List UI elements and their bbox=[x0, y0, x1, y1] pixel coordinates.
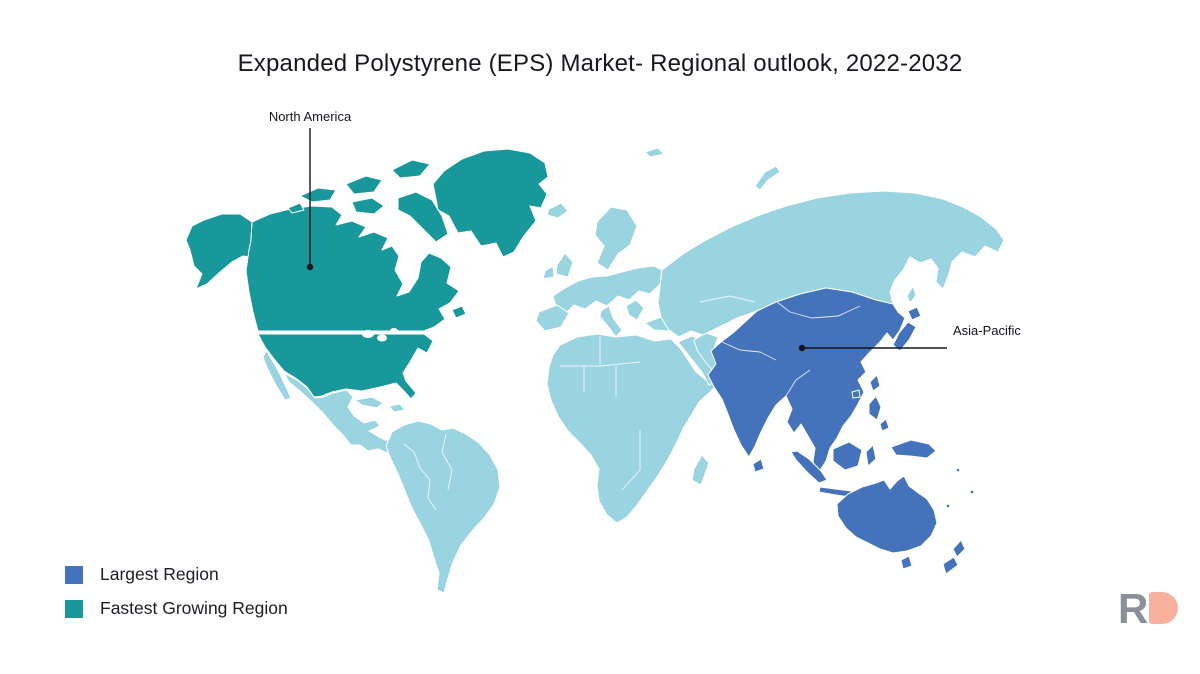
iberia bbox=[535, 304, 570, 332]
arctic-island bbox=[345, 175, 383, 195]
svalbard bbox=[644, 147, 665, 158]
pacific-island bbox=[969, 489, 975, 495]
arctic-island bbox=[391, 159, 431, 179]
japan bbox=[892, 321, 917, 352]
great-lakes bbox=[362, 330, 374, 338]
region-north-america bbox=[185, 148, 549, 400]
legend: Largest Region Fastest Growing Region bbox=[65, 564, 288, 619]
hokkaido bbox=[907, 306, 922, 321]
arctic-island bbox=[351, 197, 385, 215]
great-lakes bbox=[377, 334, 387, 342]
legend-label: Largest Region bbox=[100, 564, 219, 584]
legend-item-fastest: Fastest Growing Region bbox=[65, 598, 288, 619]
united-kingdom bbox=[555, 252, 574, 278]
philippines bbox=[868, 395, 882, 421]
hainan bbox=[851, 389, 861, 399]
south-america bbox=[385, 420, 501, 594]
africa bbox=[546, 333, 719, 524]
country-borders bbox=[403, 295, 861, 511]
sumatra bbox=[790, 450, 828, 484]
new-caledonia bbox=[945, 503, 951, 509]
brand-logo: R D bbox=[1118, 585, 1179, 632]
chart-title: Expanded Polystyrene (EPS) Market- Regio… bbox=[237, 50, 963, 77]
pacific-island bbox=[955, 467, 961, 473]
fastest-growing-region-swatch bbox=[65, 599, 83, 618]
new-zealand-south bbox=[942, 556, 959, 575]
arctic-island bbox=[299, 187, 337, 203]
new-guinea bbox=[890, 439, 937, 459]
sri-lanka bbox=[752, 458, 765, 473]
taiwan bbox=[869, 374, 881, 392]
great-lakes bbox=[390, 328, 398, 334]
balkans bbox=[625, 299, 645, 321]
russia-central-asia bbox=[657, 190, 1005, 338]
baffin-island bbox=[397, 191, 449, 243]
baja-peninsula bbox=[262, 349, 292, 401]
leader-asia-pacific bbox=[798, 344, 947, 352]
region-rest-of-world bbox=[262, 147, 1005, 594]
arctic-island bbox=[287, 202, 305, 214]
logo-letter-r: R bbox=[1118, 585, 1148, 632]
borneo bbox=[832, 441, 863, 471]
label-asia-pacific: Asia-Pacific bbox=[953, 323, 1021, 338]
australia bbox=[836, 475, 938, 554]
newfoundland bbox=[451, 305, 467, 319]
hispaniola bbox=[388, 403, 406, 413]
new-zealand-north bbox=[952, 539, 966, 558]
cuba bbox=[354, 396, 384, 409]
leader-north-america bbox=[306, 128, 314, 271]
italy bbox=[599, 305, 623, 338]
legend-label: Fastest Growing Region bbox=[100, 598, 288, 618]
ireland bbox=[542, 265, 555, 280]
label-north-america: North America bbox=[268, 109, 352, 124]
sulawesi bbox=[865, 444, 877, 467]
logo-d-shape: D bbox=[1149, 592, 1179, 624]
canada bbox=[245, 205, 460, 332]
tasmania bbox=[900, 555, 913, 570]
novaya-zemlya bbox=[754, 165, 781, 191]
largest-region-swatch bbox=[65, 565, 83, 584]
usa bbox=[257, 333, 434, 400]
region-asia-pacific bbox=[707, 287, 975, 575]
legend-item-largest: Largest Region bbox=[65, 564, 288, 585]
greenland bbox=[432, 148, 549, 258]
scandinavia bbox=[594, 206, 638, 271]
philippines-south bbox=[879, 418, 890, 432]
madagascar bbox=[691, 454, 710, 486]
sakhalin bbox=[906, 285, 917, 304]
iceland bbox=[546, 202, 569, 219]
europe-mainland bbox=[552, 265, 663, 314]
